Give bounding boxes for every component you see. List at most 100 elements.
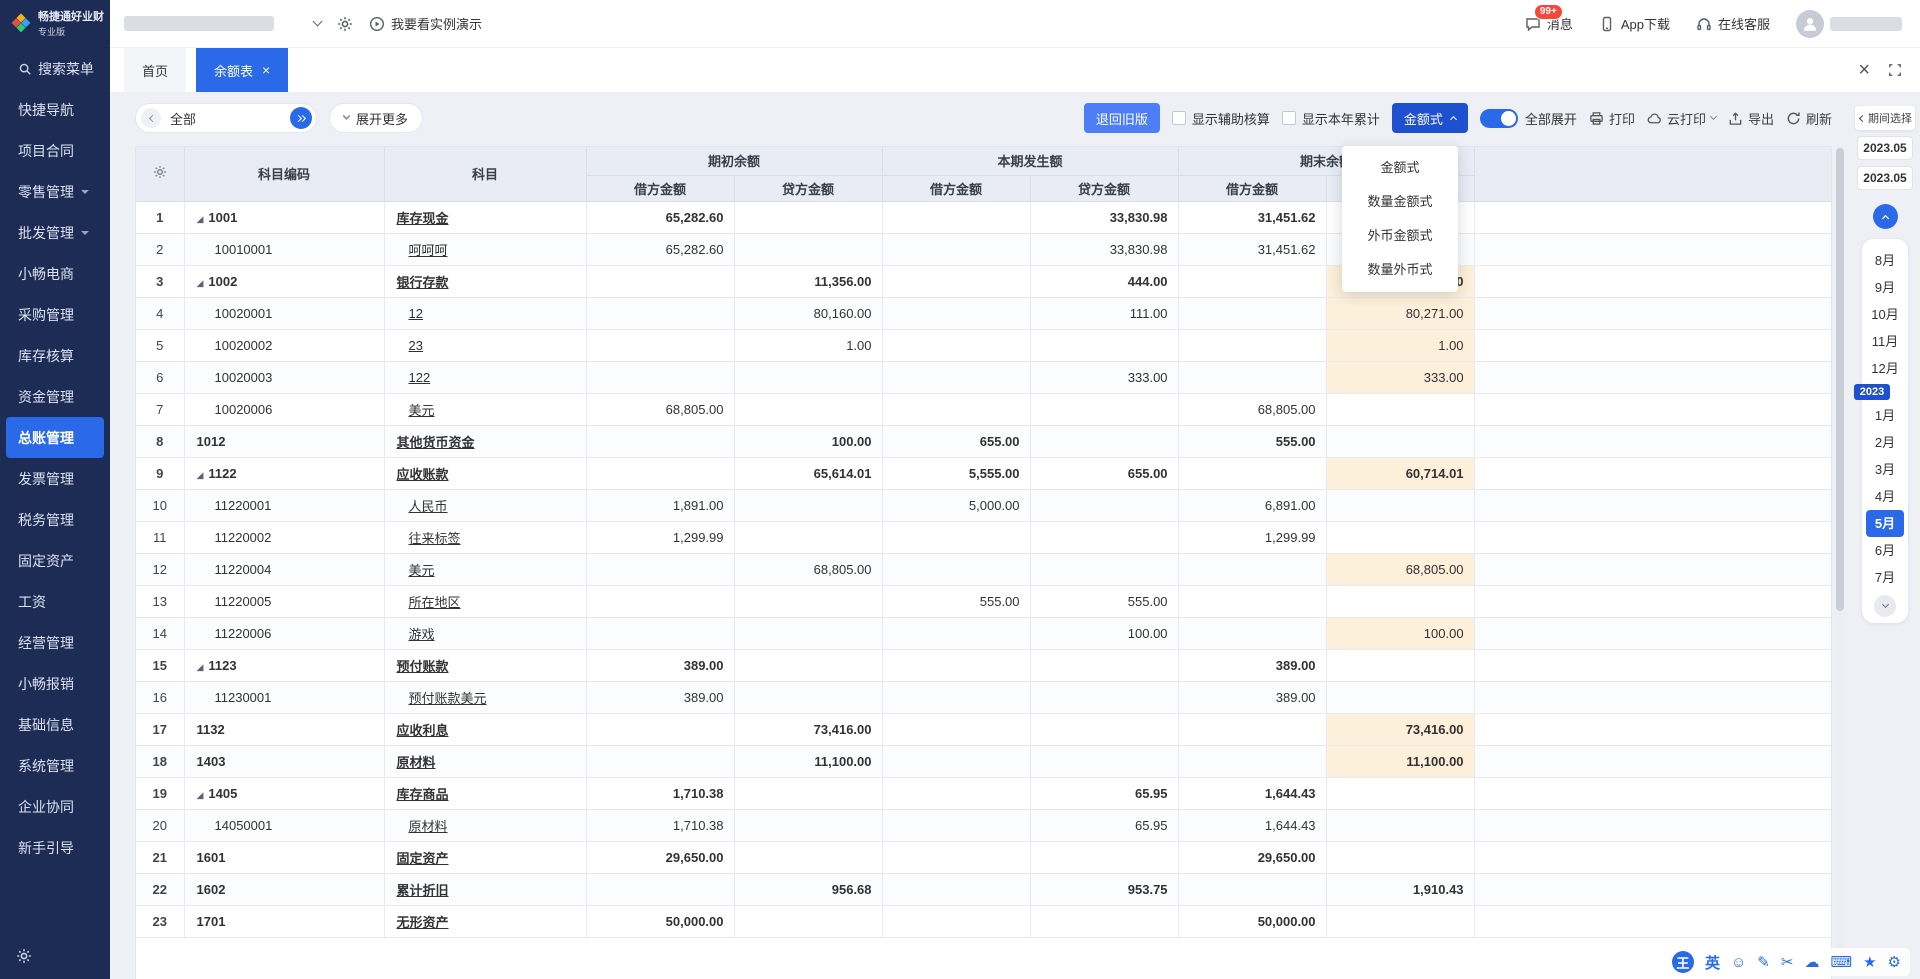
expand-all-toggle[interactable] [1479, 108, 1518, 128]
format-menu-item[interactable]: 数量外币式 [1367, 262, 1433, 277]
period-to[interactable]: 2023.05 [1857, 166, 1913, 190]
sidebar-item-funds[interactable]: 资金管理 [6, 376, 104, 417]
cloud-print-button[interactable]: 云打印 [1647, 109, 1718, 128]
account-name-link[interactable]: 美元 [408, 402, 435, 418]
sidebar-item-collaboration[interactable]: 企业协同 [6, 786, 104, 827]
export-button[interactable]: 导出 [1728, 109, 1774, 128]
month-item[interactable]: 4月 [1874, 489, 1896, 504]
settings-icon[interactable]: ⚙ [1887, 953, 1901, 971]
sidebar-item-purchase[interactable]: 采购管理 [6, 294, 104, 335]
messages-button[interactable]: 99+ 消息 [1525, 4, 1573, 33]
sidebar-item-wholesale[interactable]: 批发管理 [6, 212, 104, 253]
sidebar-item-general-ledger[interactable]: 总账管理 [6, 417, 104, 458]
month-item[interactable]: 10月 [1871, 307, 1899, 322]
ime-avatar[interactable]: 王 [1671, 951, 1694, 973]
sidebar-item-xiaochang-expense[interactable]: 小畅报销 [6, 663, 104, 704]
month-item[interactable]: 11月 [1871, 334, 1899, 349]
back-to-old-button[interactable]: 退回旧版 [1083, 103, 1160, 133]
pen-icon[interactable]: ✎ [1757, 953, 1770, 971]
online-support-button[interactable]: 在线客服 [1696, 14, 1770, 33]
sidebar-item-operations[interactable]: 经营管理 [6, 622, 104, 663]
close-all-icon[interactable]: × [1858, 59, 1870, 81]
account-name-link[interactable]: 美元 [408, 562, 435, 578]
show-aux-checkbox[interactable]: 显示辅助核算 [1171, 109, 1270, 128]
vertical-scrollbar[interactable] [1836, 146, 1844, 973]
account-name-link[interactable]: 原材料 [408, 818, 448, 834]
scissors-icon[interactable]: ✂ [1780, 953, 1794, 971]
ime-language-indicator[interactable]: 英 [1704, 954, 1720, 972]
account-name-link[interactable]: 23 [408, 337, 423, 353]
sidebar-item-xiaochang-ecommerce[interactable]: 小畅电商 [6, 253, 104, 294]
tab-home[interactable]: 首页 [124, 48, 187, 92]
month-item[interactable]: 3月 [1874, 462, 1896, 477]
app-download-button[interactable]: App下载 [1599, 14, 1670, 33]
month-item[interactable]: 7月 [1874, 570, 1896, 585]
account-name-link[interactable]: 其他货币资金 [396, 434, 475, 450]
tab-balance-sheet[interactable]: 余额表 × [196, 48, 289, 92]
account-name-link[interactable]: 往来标签 [408, 530, 461, 546]
expand-triangle-icon[interactable]: ◢ [196, 469, 204, 480]
table-settings-gear-icon[interactable] [136, 147, 185, 202]
account-name-link[interactable]: 固定资产 [396, 850, 449, 866]
scroll-down-button[interactable] [1874, 595, 1896, 617]
period-collapse-tab[interactable]: 期间选择 [1855, 106, 1915, 130]
month-item[interactable]: 2月 [1874, 435, 1896, 450]
star-icon[interactable]: ★ [1863, 953, 1877, 971]
print-button[interactable]: 打印 [1589, 109, 1635, 128]
account-name-link[interactable]: 呵呵呵 [408, 242, 448, 258]
account-name-link[interactable]: 原材料 [396, 754, 436, 770]
period-from[interactable]: 2023.05 [1857, 136, 1913, 160]
company-selector[interactable] [124, 16, 323, 31]
fullscreen-icon[interactable] [1888, 63, 1902, 77]
account-name-link[interactable]: 库存商品 [396, 786, 449, 802]
cloud-icon[interactable]: ☁ [1804, 953, 1820, 971]
sidebar-item-payroll[interactable]: 工资 [6, 581, 104, 622]
refresh-button[interactable]: 刷新 [1786, 109, 1832, 128]
format-menu-item[interactable]: 金额式 [1380, 160, 1420, 175]
filter-next-button[interactable] [290, 107, 312, 129]
month-item[interactable]: 6月 [1874, 543, 1896, 558]
sidebar-item-basic-info[interactable]: 基础信息 [6, 704, 104, 745]
sidebar-item-fixed-assets[interactable]: 固定资产 [6, 540, 104, 581]
sidebar-item-search-menu[interactable]: 搜索菜单 [6, 48, 104, 89]
account-name-link[interactable]: 累计折旧 [396, 882, 449, 898]
month-item[interactable]: 9月 [1874, 280, 1896, 295]
account-name-link[interactable]: 12 [408, 305, 423, 321]
format-button[interactable]: 金额式 [1391, 103, 1468, 133]
sidebar-settings-gear-icon[interactable] [16, 948, 32, 969]
sidebar-item-project-contract[interactable]: 项目合同 [6, 130, 104, 171]
demo-link[interactable]: 我要看实例演示 [369, 14, 482, 33]
user-profile[interactable] [1796, 9, 1902, 38]
format-menu-item[interactable]: 外币金额式 [1367, 228, 1433, 243]
month-item[interactable]: 12月 [1871, 361, 1899, 376]
expand-triangle-icon[interactable]: ◢ [196, 661, 204, 672]
account-name-link[interactable]: 人民币 [408, 498, 448, 514]
filter-prev-button[interactable] [141, 108, 161, 128]
sidebar-item-beginner-guide[interactable]: 新手引导 [6, 827, 104, 868]
account-name-link[interactable]: 游戏 [408, 626, 435, 642]
account-name-link[interactable]: 应收利息 [396, 722, 449, 738]
expand-triangle-icon[interactable]: ◢ [196, 789, 204, 800]
expand-triangle-icon[interactable]: ◢ [196, 213, 204, 224]
gear-icon[interactable] [337, 16, 353, 32]
account-name-link[interactable]: 所在地区 [408, 594, 461, 610]
emoji-icon[interactable]: ☺ [1730, 953, 1747, 971]
sidebar-item-invoice[interactable]: 发票管理 [6, 458, 104, 499]
sidebar-item-inventory-accounting[interactable]: 库存核算 [6, 335, 104, 376]
show-ytd-checkbox[interactable]: 显示本年累计 [1281, 109, 1380, 128]
collapse-up-button[interactable] [1872, 204, 1898, 229]
account-name-link[interactable]: 预付账款美元 [408, 690, 487, 706]
month-item[interactable]: 5月 [1866, 510, 1904, 537]
expand-more-button[interactable]: 展开更多 [329, 103, 424, 133]
sidebar-item-quick-nav[interactable]: 快捷导航 [6, 89, 104, 130]
account-name-link[interactable]: 应收账款 [396, 466, 449, 482]
keyboard-icon[interactable]: ⌨ [1830, 953, 1853, 971]
expand-triangle-icon[interactable]: ◢ [196, 277, 204, 288]
account-name-link[interactable]: 银行存款 [396, 274, 449, 290]
scrollbar-thumb[interactable] [1836, 148, 1844, 612]
sidebar-item-tax[interactable]: 税务管理 [6, 499, 104, 540]
sidebar-item-retail[interactable]: 零售管理 [6, 171, 104, 212]
sidebar-item-system[interactable]: 系统管理 [6, 745, 104, 786]
format-menu-item[interactable]: 数量金额式 [1367, 194, 1433, 209]
month-item[interactable]: 1月 [1874, 408, 1896, 423]
